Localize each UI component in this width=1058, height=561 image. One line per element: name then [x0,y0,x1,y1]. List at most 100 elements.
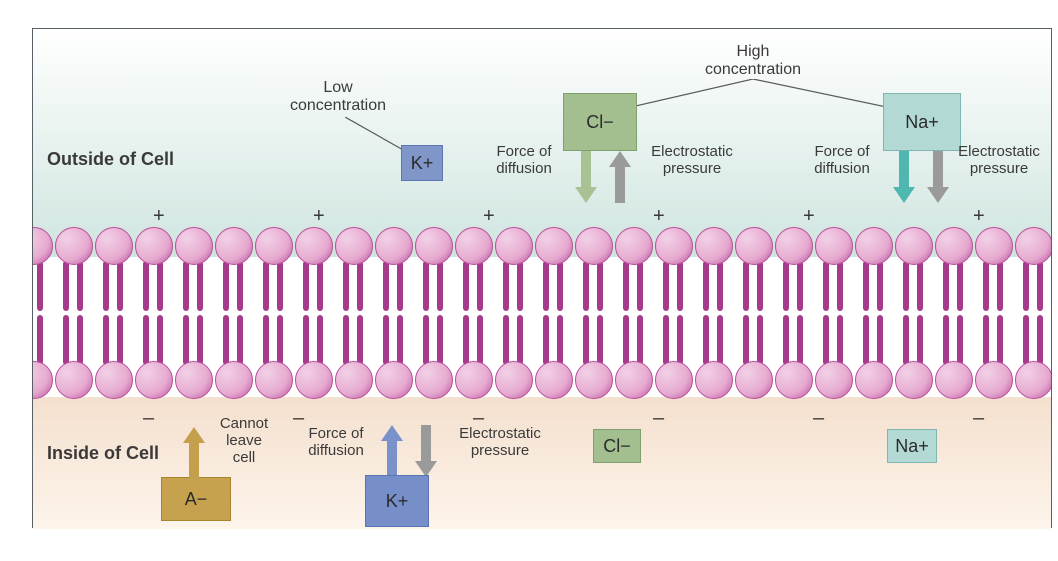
lipid-tail [903,315,909,365]
lipid-tail [797,261,803,311]
lipid-tail [757,315,763,365]
phospholipid [933,313,975,399]
phospholipid [33,313,55,399]
phospholipid [413,227,455,313]
minus-sign: – [973,407,984,430]
lipid-head [495,361,533,399]
inside-of-cell-label: Inside of Cell [47,443,159,464]
lipid-tail [477,261,483,311]
phospholipid [533,227,575,313]
lipid-tail [183,315,189,365]
lipid-tail [703,261,709,311]
phospholipid [173,313,215,399]
lipid-tail [943,315,949,365]
lipid-tail [423,261,429,311]
phospholipid [973,227,1015,313]
lipid-tail [63,261,69,311]
lipid-head [1015,361,1051,399]
phospholipid [133,227,175,313]
electrostatic-pressure-label: Electrostaticpressure [633,143,751,177]
lipid-tail [357,261,363,311]
lipid-tail [277,261,283,311]
lipid-tail [223,315,229,365]
phospholipid [613,313,655,399]
lipid-head [615,227,653,265]
phospholipid [933,227,975,313]
lipid-tail [237,315,243,365]
lipid-tail [783,315,789,365]
phospholipid [493,313,535,399]
lipid-tail [543,315,549,365]
ion-a-minus: A− [161,477,231,521]
phospholipid [733,313,775,399]
low-concentration-label: Lowconcentration [273,79,403,115]
lipid-head [295,361,333,399]
lipid-tail [743,261,749,311]
lipid-head [615,361,653,399]
lipid-tail [383,315,389,365]
lipid-tail [477,315,483,365]
lipid-head [695,361,733,399]
lipid-tail [383,261,389,311]
phospholipid [413,313,455,399]
lipid-tail [357,315,363,365]
ion-na-plus-small: Na+ [887,429,937,463]
lipid-tail [637,261,643,311]
lipid-head [775,227,813,265]
phospholipid [813,313,855,399]
lipid-tail [983,261,989,311]
phospholipid [53,227,95,313]
lipid-head [33,361,53,399]
lipid-tail [317,315,323,365]
lipid-tail [663,261,669,311]
lipid-tail [717,315,723,365]
lipid-head [175,227,213,265]
minus-sign: – [813,407,824,430]
phospholipid [893,227,935,313]
minus-sign: – [653,407,664,430]
lipid-tail [237,261,243,311]
lipid-tail [717,261,723,311]
lipid-bilayer [33,227,1051,399]
phospholipid [373,227,415,313]
lipid-tail [277,315,283,365]
phospholipid [93,227,135,313]
phospholipid [333,313,375,399]
lipid-head [1015,227,1051,265]
lipid-tail [37,261,43,311]
lipid-tail [557,261,563,311]
force-of-diffusion-label: Force ofdiffusion [481,143,567,177]
phospholipid [533,313,575,399]
high-concentration-label: Highconcentration [683,43,823,79]
minus-sign: – [143,407,154,430]
lipid-tail [543,261,549,311]
lipid-tail [197,315,203,365]
lipid-tail [143,261,149,311]
lipid-tail [1037,315,1043,365]
plus-sign: + [973,205,985,228]
lipid-head [975,361,1013,399]
lipid-head [33,227,53,265]
phospholipid [653,313,695,399]
lipid-tail [517,261,523,311]
phospholipid [453,313,495,399]
lipid-head [255,227,293,265]
lipid-tail [263,261,269,311]
force-of-diffusion-label: Force ofdiffusion [799,143,885,177]
lipid-tail [757,261,763,311]
lipid-tail [983,315,989,365]
arrow-a-minus-up [185,427,203,479]
arrow-cl-electrostatic-up [611,151,629,203]
lipid-head [655,227,693,265]
diagram-stage: Outside of Cell Inside of Cell Lowconcen… [32,28,1052,528]
arrow-na-electrostatic-down [929,151,947,203]
plus-sign: + [153,205,165,228]
lipid-tail [117,315,123,365]
phospholipid [853,313,895,399]
phospholipid [813,227,855,313]
lipid-head [935,361,973,399]
lipid-tail [157,315,163,365]
lipid-tail [317,261,323,311]
lipid-tail [877,315,883,365]
lipid-tail [637,315,643,365]
